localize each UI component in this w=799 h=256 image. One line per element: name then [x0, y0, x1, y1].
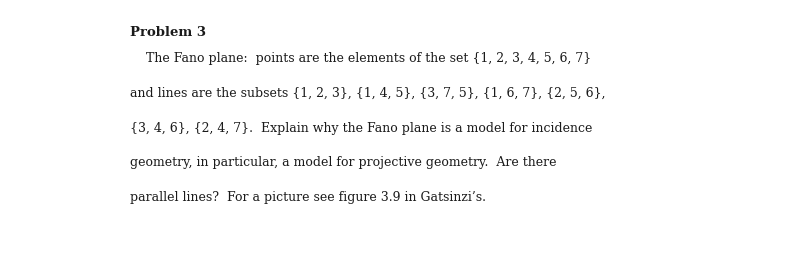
Text: {3, 4, 6}, {2, 4, 7}.  Explain why the Fano plane is a model for incidence: {3, 4, 6}, {2, 4, 7}. Explain why the Fa… [130, 122, 593, 135]
Text: geometry, in particular, a model for projective geometry.  Are there: geometry, in particular, a model for pro… [130, 156, 557, 169]
Text: parallel lines?  For a picture see figure 3.9 in Gatsinzi’s.: parallel lines? For a picture see figure… [130, 191, 487, 204]
Text: The Fano plane:  points are the elements of the set {1, 2, 3, 4, 5, 6, 7}: The Fano plane: points are the elements … [130, 52, 591, 66]
Text: and lines are the subsets {1, 2, 3}, {1, 4, 5}, {3, 7, 5}, {1, 6, 7}, {2, 5, 6},: and lines are the subsets {1, 2, 3}, {1,… [130, 87, 606, 100]
Text: Problem 3: Problem 3 [130, 26, 206, 39]
